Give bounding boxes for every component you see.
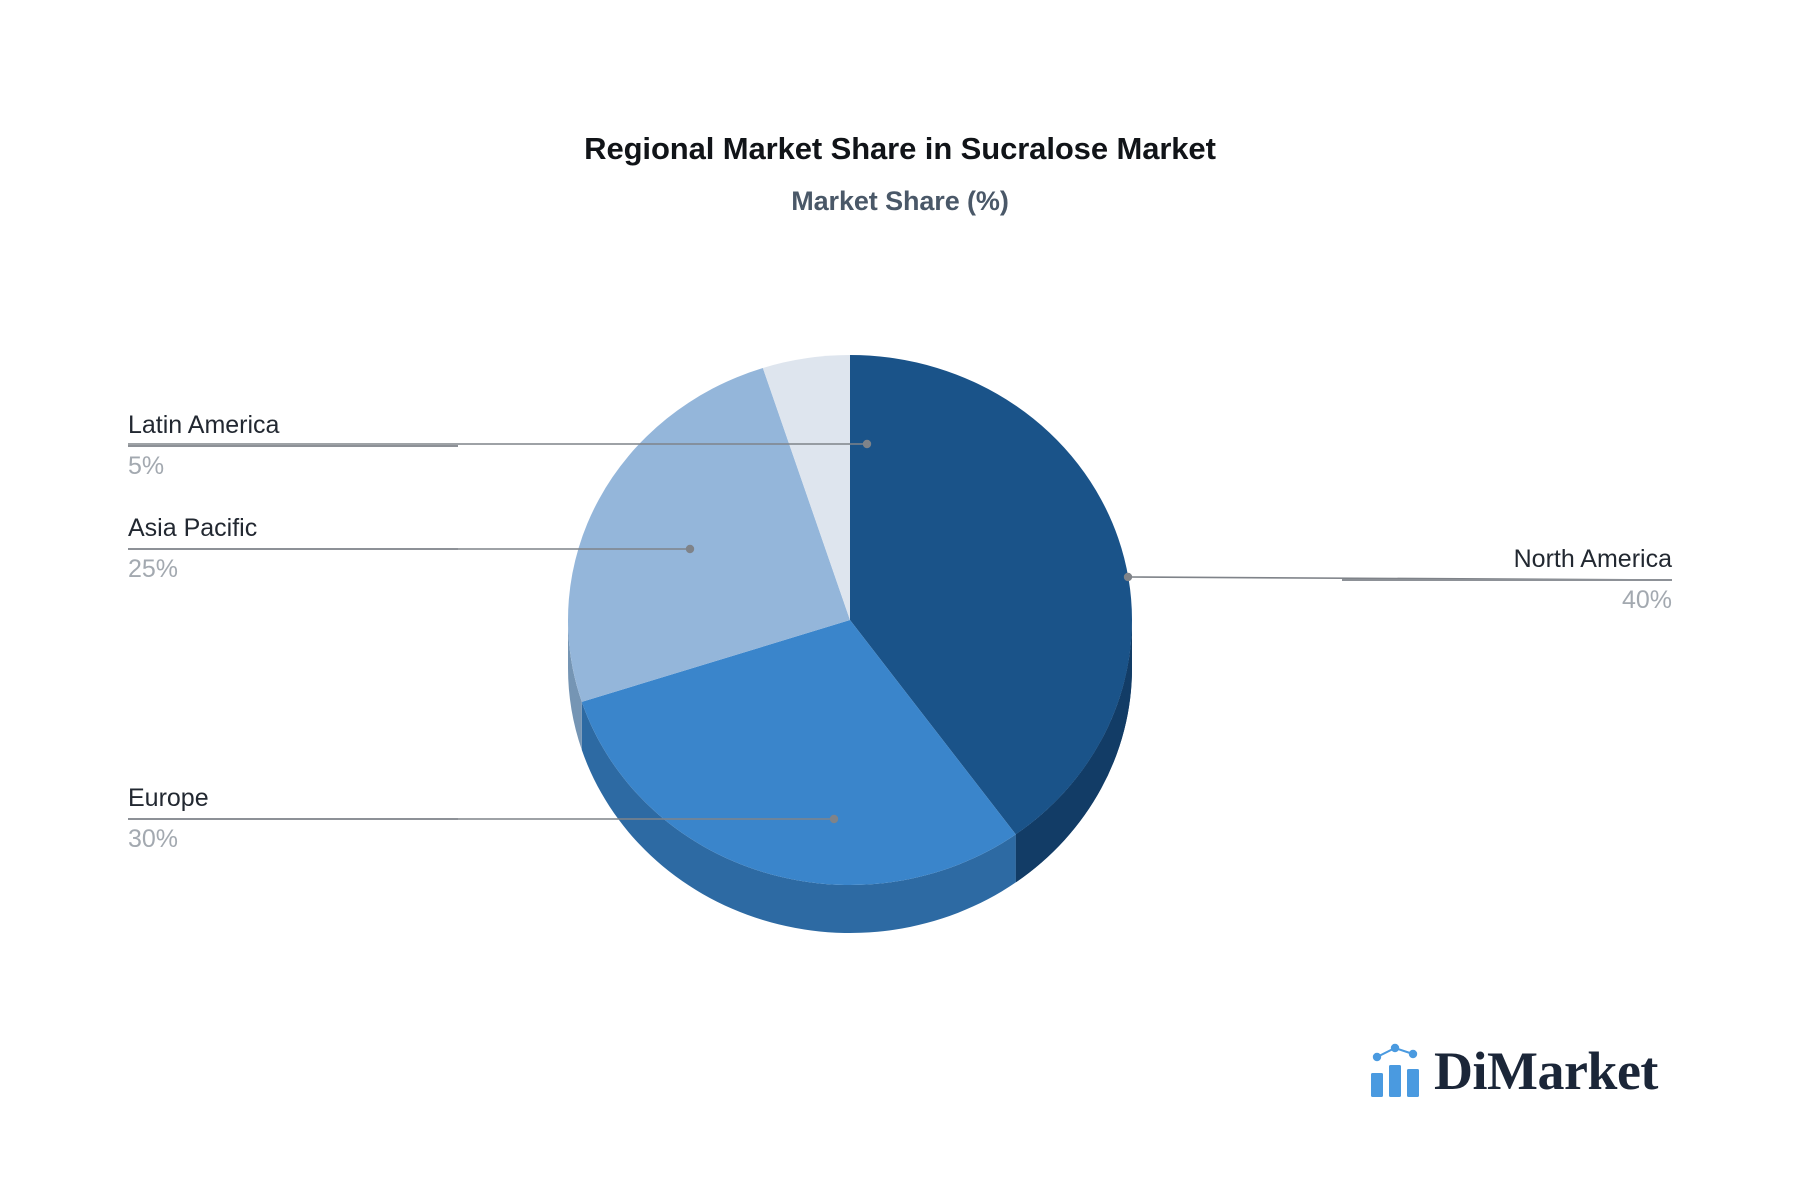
callout-rule xyxy=(128,548,458,550)
leader-dot xyxy=(1123,572,1133,582)
callout-asia-pacific: Asia Pacific 25% xyxy=(128,511,458,586)
callout-value: 40% xyxy=(1621,586,1672,614)
pie-slice xyxy=(567,367,850,702)
callout-label: North America xyxy=(1513,545,1672,573)
leader-dot xyxy=(829,814,839,824)
pie-slice-side xyxy=(568,620,582,750)
callout-europe: Europe 30% xyxy=(128,781,458,856)
pie-depth-walls xyxy=(568,620,1132,934)
pie-slice-side xyxy=(1015,620,1132,883)
page-title: Regional Market Share in Sucralose Marke… xyxy=(584,131,1216,166)
pie-slice-side xyxy=(581,701,1016,934)
callout-label: Europe xyxy=(128,784,209,812)
leader-dot xyxy=(862,439,872,449)
callout-latin-america: Latin America 5% xyxy=(128,408,458,483)
page-subtitle: Market Share (%) xyxy=(791,186,1009,216)
logo-bar xyxy=(1407,1069,1419,1097)
logo-wordmark: DiMarket xyxy=(1434,1041,1658,1101)
callout-rule xyxy=(128,818,458,820)
bar-chart-with-line-icon xyxy=(1371,1043,1419,1097)
logo-bar xyxy=(1389,1065,1401,1097)
pie-slice xyxy=(762,355,850,620)
leader-dot xyxy=(685,544,695,554)
logo-dot xyxy=(1372,1052,1382,1062)
callout-north-america: North America 40% xyxy=(1342,542,1672,617)
pie-slices xyxy=(567,355,1133,886)
callout-value: 5% xyxy=(128,452,165,480)
dimarket-logo: DiMarket xyxy=(1368,1036,1658,1106)
callout-label: Latin America xyxy=(128,411,280,439)
callout-label: Asia Pacific xyxy=(128,514,258,542)
callout-rule xyxy=(1342,579,1672,581)
callout-value: 30% xyxy=(128,825,179,853)
callout-value: 25% xyxy=(128,555,179,583)
logo-dot xyxy=(1408,1049,1418,1059)
logo-bar xyxy=(1371,1073,1383,1097)
logo-dot xyxy=(1390,1043,1400,1053)
callout-rule xyxy=(128,445,458,447)
pie-slice xyxy=(850,355,1133,835)
